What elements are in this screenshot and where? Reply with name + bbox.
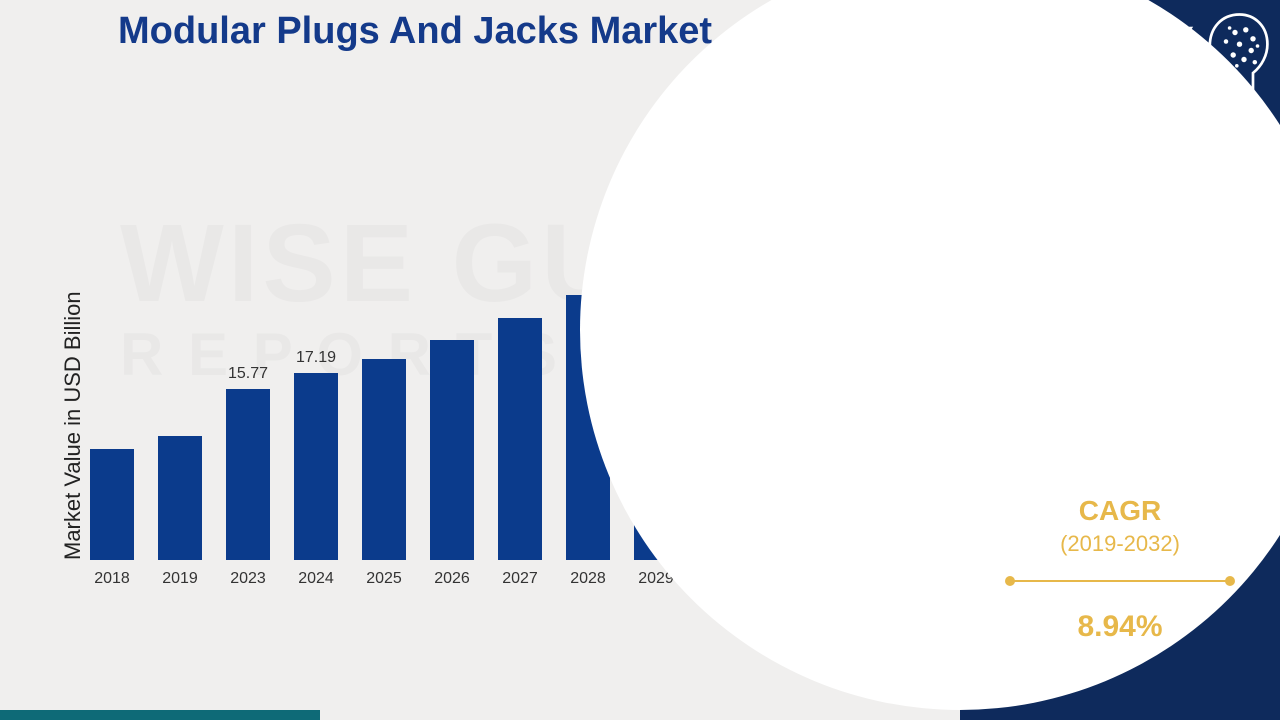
cagr-value: 8.94% <box>960 610 1280 644</box>
bar-value-label: 17.19 <box>296 349 336 367</box>
bar <box>430 340 474 560</box>
cagr-dot-left <box>1005 576 1015 586</box>
brand-line2: R E P O R T S <box>990 63 1196 81</box>
cagr-divider-line <box>1010 580 1230 582</box>
x-axis-label: 2027 <box>502 570 538 588</box>
bar <box>90 449 134 560</box>
cagr-block: CAGR (2019-2032) <box>960 495 1280 557</box>
bottom-accent-strip <box>0 710 320 720</box>
brain-head-icon <box>1190 10 1280 100</box>
bar-value-label: 15.77 <box>228 365 268 383</box>
x-axis-label: 2028 <box>570 570 606 588</box>
brand-logo-text: WISE GUY R E P O R T S <box>990 20 1196 81</box>
x-axis-label: 2018 <box>94 570 130 588</box>
bar <box>498 318 542 560</box>
brand-line1: WISE GUY <box>990 20 1196 63</box>
x-axis-label: 2023 <box>230 570 266 588</box>
bar <box>294 373 338 560</box>
cagr-title: CAGR <box>960 495 1280 527</box>
bar <box>362 359 406 560</box>
canvas: WISE GUY R E P O R T S Modular Plugs And… <box>0 0 1280 720</box>
x-axis-label: 2025 <box>366 570 402 588</box>
bar <box>158 436 202 560</box>
x-axis-label: 2024 <box>298 570 334 588</box>
y-axis-label: Market Value in USD Billion <box>60 291 86 560</box>
cagr-range: (2019-2032) <box>960 531 1280 557</box>
bar <box>226 389 270 560</box>
cagr-dot-right <box>1225 576 1235 586</box>
x-axis-label: 2026 <box>434 570 470 588</box>
x-axis-label: 2019 <box>162 570 198 588</box>
